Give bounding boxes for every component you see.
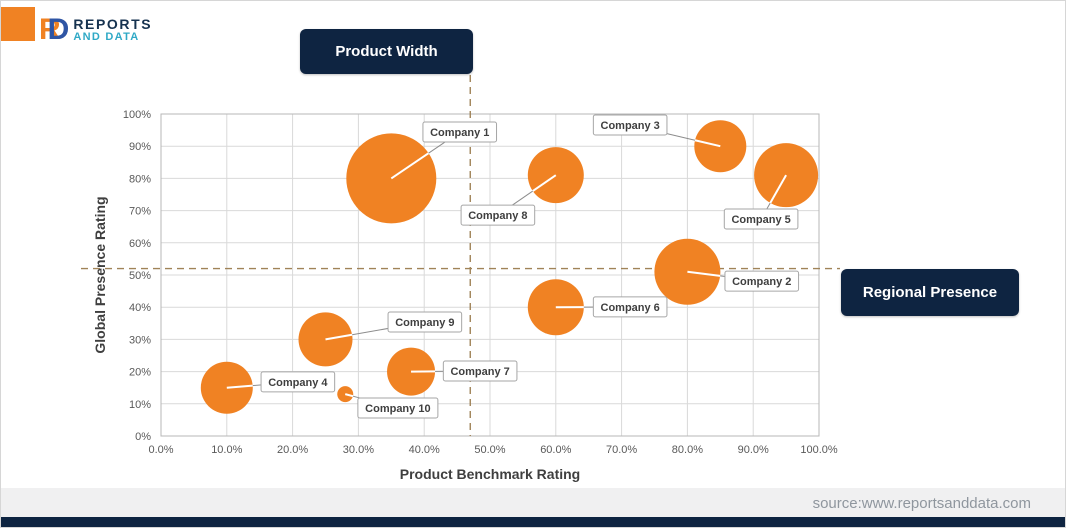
- label-text-company-1: Company 1: [430, 127, 489, 139]
- x-tick-label: 60.0%: [540, 444, 571, 456]
- plot-border: [160, 113, 820, 437]
- y-tick-label: 90%: [129, 141, 151, 153]
- label-text-company-5: Company 5: [731, 214, 790, 226]
- x-tick-label: 40.0%: [409, 444, 440, 456]
- product-width-badge: Product Width: [300, 29, 473, 74]
- leader-line-inner: [694, 139, 721, 148]
- leader-line-inner: [769, 174, 787, 204]
- y-tick-label: 70%: [129, 206, 151, 218]
- y-tick-label: 80%: [129, 173, 151, 185]
- x-tick-label: 0.0%: [148, 444, 173, 456]
- label-text-company-7: Company 7: [450, 366, 509, 378]
- label-box-company-4: [260, 371, 336, 393]
- label-box-company-10: [357, 397, 439, 419]
- source-strip: source:www.reportsanddata.com: [1, 488, 1065, 519]
- x-tick-label: 80.0%: [672, 444, 703, 456]
- brand-name-line1: REPORTS: [73, 15, 153, 32]
- label-box-company-5: [723, 208, 799, 230]
- y-tick-label: 40%: [129, 302, 151, 314]
- y-tick-label: 10%: [129, 399, 151, 411]
- label-text-company-4: Company 4: [268, 377, 328, 389]
- leader-line-inner: [532, 174, 557, 192]
- y-axis-title: Global Presence Rating: [92, 196, 108, 353]
- brand-name-line2: AND DATA: [73, 30, 140, 43]
- logo-letter-r: R: [39, 13, 61, 46]
- y-tick-label: 60%: [129, 238, 151, 250]
- y-tick-label: 50%: [129, 270, 151, 282]
- brand-logo-text: REPORTS AND DATA: [73, 17, 152, 43]
- source-text: source:www.reportsanddata.com: [812, 495, 1031, 512]
- y-tick-label: 30%: [129, 334, 151, 346]
- leader-line-inner: [344, 393, 354, 398]
- label-text-company-8: Company 8: [468, 210, 527, 222]
- y-tick-label: 100%: [123, 109, 151, 121]
- y-tick-label: 20%: [129, 367, 151, 379]
- brand-logo-mark: RD: [39, 13, 70, 46]
- x-tick-label: 10.0%: [211, 444, 242, 456]
- x-tick-label: 20.0%: [277, 444, 308, 456]
- label-text-company-2: Company 2: [732, 276, 791, 288]
- x-axis-title: Product Benchmark Rating: [400, 466, 580, 482]
- leader-line-inner: [325, 333, 353, 341]
- label-text-company-6: Company 6: [601, 302, 660, 314]
- label-box-company-6: [592, 296, 668, 318]
- label-box-company-9: [387, 311, 463, 333]
- x-tick-label: 50.0%: [474, 444, 505, 456]
- x-tick-label: 100.0%: [800, 444, 838, 456]
- leader-line-inner: [226, 384, 253, 389]
- bottom-navy-bar: [1, 517, 1065, 527]
- leader-line-inner: [390, 152, 430, 180]
- corner-accent-square: [1, 7, 35, 41]
- leader-line-inner: [687, 270, 721, 277]
- label-box-company-7: [442, 360, 518, 382]
- x-tick-label: 70.0%: [606, 444, 637, 456]
- x-tick-label: 30.0%: [343, 444, 374, 456]
- logo-letter-d: D: [47, 13, 70, 46]
- label-text-company-9: Company 9: [395, 317, 454, 329]
- label-box-company-8: [460, 204, 536, 226]
- y-tick-label: 0%: [135, 431, 151, 443]
- label-text-company-10: Company 10: [365, 403, 430, 415]
- label-box-company-1: [422, 121, 498, 143]
- brand-logo: RD REPORTS AND DATA: [39, 15, 152, 45]
- label-box-company-2: [724, 270, 800, 292]
- regional-presence-badge: Regional Presence: [841, 269, 1019, 316]
- x-tick-label: 90.0%: [738, 444, 769, 456]
- label-text-company-3: Company 3: [601, 120, 660, 132]
- label-box-company-3: [592, 114, 668, 136]
